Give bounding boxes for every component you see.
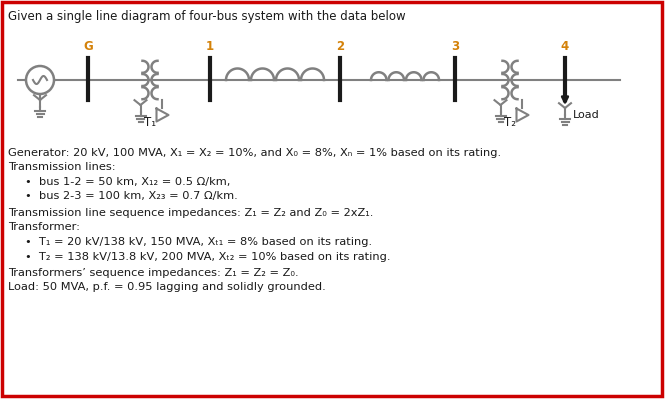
Text: Transmission lines:: Transmission lines:: [8, 162, 116, 172]
Text: 3: 3: [451, 40, 459, 53]
Text: •  bus 1-2 = 50 km, X₁₂ = 0.5 Ω/km,: • bus 1-2 = 50 km, X₁₂ = 0.5 Ω/km,: [25, 177, 230, 187]
Text: Load: 50 MVA, p.f. = 0.95 lagging and solidly grounded.: Load: 50 MVA, p.f. = 0.95 lagging and so…: [8, 282, 326, 292]
Text: Given a single line diagram of four-bus system with the data below: Given a single line diagram of four-bus …: [8, 10, 406, 23]
Text: Transformer:: Transformer:: [8, 223, 80, 233]
Text: 2: 2: [336, 40, 344, 53]
Text: 1: 1: [206, 40, 214, 53]
Text: T₂: T₂: [504, 116, 516, 129]
Text: •  bus 2-3 = 100 km, X₂₃ = 0.7 Ω/km.: • bus 2-3 = 100 km, X₂₃ = 0.7 Ω/km.: [25, 192, 238, 201]
Text: Transmission line sequence impedances: Z₁ = Z₂ and Z₀ = 2xZ₁.: Transmission line sequence impedances: Z…: [8, 208, 373, 218]
Text: Generator: 20 kV, 100 MVA, X₁ = X₂ = 10%, and X₀ = 8%, Xₙ = 1% based on its rati: Generator: 20 kV, 100 MVA, X₁ = X₂ = 10%…: [8, 148, 501, 158]
Text: •  T₁ = 20 kV/138 kV, 150 MVA, Xₜ₁ = 8% based on its rating.: • T₁ = 20 kV/138 kV, 150 MVA, Xₜ₁ = 8% b…: [25, 237, 372, 247]
Circle shape: [26, 66, 54, 94]
Text: G: G: [83, 40, 93, 53]
Text: •  T₂ = 138 kV/13.8 kV, 200 MVA, Xₜ₂ = 10% based on its rating.: • T₂ = 138 kV/13.8 kV, 200 MVA, Xₜ₂ = 10…: [25, 251, 390, 261]
Text: T₁: T₁: [144, 116, 156, 129]
Text: Load: Load: [573, 110, 600, 120]
Text: Transformers’ sequence impedances: Z₁ = Z₂ = Z₀.: Transformers’ sequence impedances: Z₁ = …: [8, 268, 299, 278]
Text: 4: 4: [561, 40, 569, 53]
